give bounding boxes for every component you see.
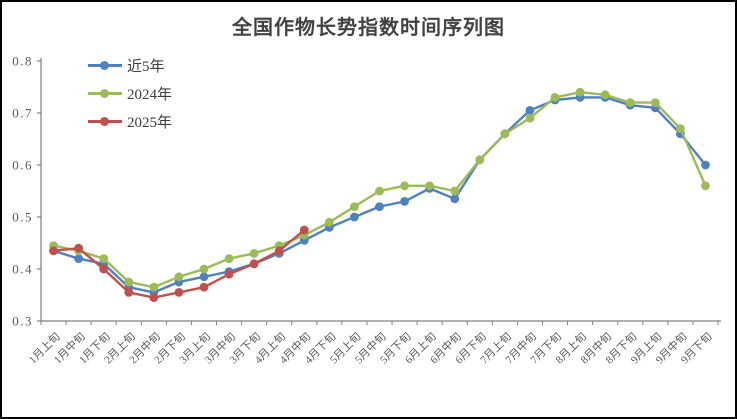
data-point-2024年 bbox=[324, 217, 334, 227]
data-point-2025年 bbox=[224, 269, 234, 279]
legend-marker-recent5 bbox=[88, 61, 122, 70]
data-point-2024年 bbox=[550, 93, 560, 102]
legend-label-2024: 2024年 bbox=[127, 87, 173, 103]
data-point-2024年 bbox=[375, 186, 384, 196]
data-point-2025年 bbox=[149, 293, 159, 302]
data-point-2024年 bbox=[199, 264, 209, 274]
legend-label-2025: 2025年 bbox=[127, 115, 173, 131]
y-axis-tick-label: 0.3 bbox=[12, 314, 33, 329]
legend-item-2024: 2024年 bbox=[88, 83, 172, 104]
data-point-近5年 bbox=[701, 160, 710, 170]
data-point-2024年 bbox=[701, 181, 710, 191]
data-point-2024年 bbox=[400, 181, 409, 191]
series-line-2025年 bbox=[52, 228, 306, 299]
legend-item-2025: 2025年 bbox=[88, 111, 172, 132]
data-point-2025年 bbox=[274, 246, 284, 256]
data-point-近5年 bbox=[450, 194, 460, 204]
y-axis-tick-label: 0.6 bbox=[12, 158, 33, 173]
data-point-2024年 bbox=[675, 124, 685, 133]
data-point-2025年 bbox=[199, 282, 209, 292]
data-point-2024年 bbox=[575, 87, 585, 97]
y-axis-tick-label: 0.4 bbox=[12, 262, 33, 277]
data-point-2025年 bbox=[99, 264, 109, 274]
legend: 近5年 2024年 2025年 bbox=[88, 55, 172, 139]
data-point-2024年 bbox=[224, 254, 234, 263]
data-point-近5年 bbox=[525, 106, 535, 115]
data-point-近5年 bbox=[400, 197, 409, 206]
data-point-2024年 bbox=[450, 186, 460, 196]
data-point-2024年 bbox=[350, 202, 359, 212]
data-point-2024年 bbox=[174, 272, 184, 282]
y-axis-tick-label: 0.5 bbox=[12, 210, 33, 225]
y-axis-tick-label: 0.8 bbox=[12, 54, 33, 69]
data-point-2025年 bbox=[124, 288, 134, 297]
data-point-2025年 bbox=[74, 243, 84, 253]
data-point-2025年 bbox=[249, 259, 259, 269]
data-point-2024年 bbox=[525, 113, 535, 123]
data-point-2025年 bbox=[49, 246, 58, 256]
data-point-近5年 bbox=[74, 254, 84, 263]
legend-marker-2024 bbox=[88, 89, 122, 98]
data-point-2025年 bbox=[174, 288, 184, 297]
y-axis-tick-label: 0.7 bbox=[12, 106, 33, 121]
data-point-2024年 bbox=[600, 90, 610, 100]
data-point-2024年 bbox=[425, 181, 435, 191]
data-point-近5年 bbox=[375, 202, 384, 212]
data-point-2024年 bbox=[625, 98, 635, 107]
data-point-2024年 bbox=[149, 282, 159, 292]
legend-marker-2025 bbox=[88, 117, 122, 126]
data-point-2024年 bbox=[99, 254, 109, 263]
data-point-2024年 bbox=[124, 277, 134, 287]
chart-title: 全国作物长势指数时间序列图 bbox=[232, 17, 505, 39]
data-point-2024年 bbox=[500, 129, 510, 139]
data-point-近5年 bbox=[350, 212, 359, 222]
legend-label-recent5: 近5年 bbox=[127, 59, 165, 75]
data-point-2024年 bbox=[249, 249, 259, 258]
data-point-近5年 bbox=[199, 272, 209, 282]
data-point-2024年 bbox=[650, 98, 660, 107]
data-point-2025年 bbox=[299, 225, 309, 235]
data-point-2024年 bbox=[475, 155, 485, 165]
legend-item-recent5: 近5年 bbox=[88, 55, 172, 76]
